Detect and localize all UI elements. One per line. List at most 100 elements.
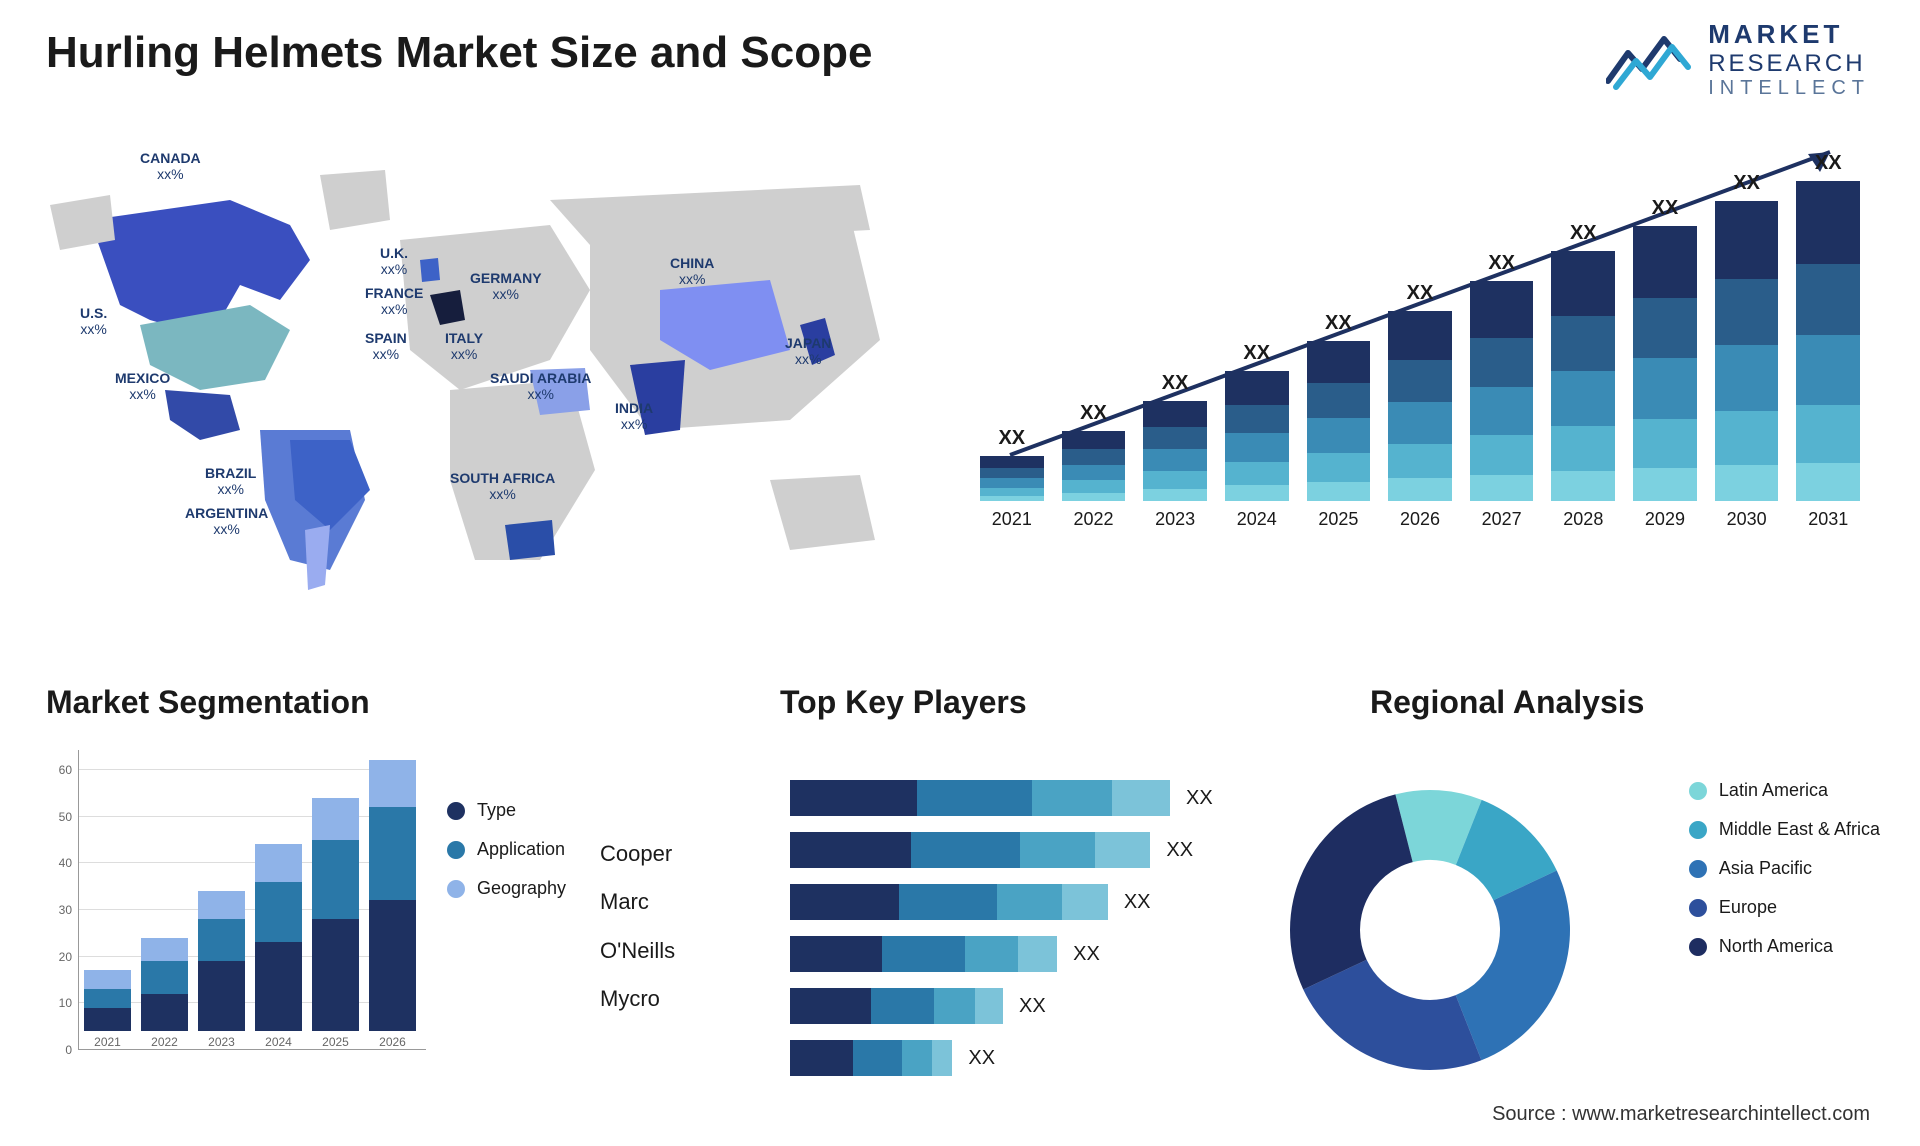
- growth-bar-segment: [1796, 264, 1860, 334]
- growth-year-label: 2025: [1318, 509, 1358, 530]
- logo-icon: [1606, 27, 1696, 93]
- growth-column: XX2031: [1796, 152, 1860, 530]
- source-attribution: Source : www.marketresearchintellect.com: [1492, 1103, 1870, 1126]
- growth-bar-segment: [1796, 405, 1860, 463]
- legend-label: Middle East & Africa: [1719, 819, 1880, 840]
- legend-item: Asia Pacific: [1689, 858, 1880, 879]
- legend-label: Europe: [1719, 897, 1777, 918]
- growth-bar-segment: [980, 488, 1044, 496]
- player-bar-row: XX: [790, 1040, 1240, 1076]
- growth-bar-segment: [980, 468, 1044, 478]
- legend-swatch: [1689, 860, 1707, 878]
- growth-column: XX 2023: [1143, 372, 1207, 530]
- player-bar-segment: [1095, 832, 1150, 868]
- legend-label: Latin America: [1719, 780, 1828, 801]
- logo-text-2: RESEARCH: [1708, 50, 1870, 78]
- seg-bar-segment: [369, 760, 416, 807]
- growth-bar-segment: [1633, 419, 1697, 469]
- legend-label: Type: [477, 800, 516, 821]
- segmentation-title: Market Segmentation: [46, 684, 370, 721]
- legend-swatch: [1689, 821, 1707, 839]
- map-region-safr: [505, 520, 555, 560]
- seg-year-label: 2022: [151, 1035, 178, 1049]
- growth-bar-segment: [980, 456, 1044, 468]
- growth-bar-segment: [1715, 201, 1779, 279]
- seg-bar-segment: [198, 919, 245, 961]
- seg-year-label: 2024: [265, 1035, 292, 1049]
- growth-column: XX2027: [1470, 252, 1534, 530]
- seg-column: 2021: [84, 970, 131, 1049]
- seg-ytick: 40: [46, 856, 72, 870]
- player-bar-segment: [1020, 832, 1095, 868]
- player-value: XX: [1166, 839, 1193, 862]
- player-bar-row: XX: [790, 884, 1240, 920]
- growth-bar-segment: [1225, 371, 1289, 405]
- seg-bar-segment: [255, 942, 302, 1031]
- map-label: MEXICOxx%: [115, 370, 170, 402]
- seg-column: 2025: [312, 798, 359, 1049]
- player-bar-segment: [1062, 884, 1108, 920]
- growth-bar-segment: [1307, 482, 1371, 501]
- growth-year-label: 2028: [1563, 509, 1603, 530]
- player-bar-segment: [790, 988, 871, 1024]
- growth-bar-segment: [1307, 383, 1371, 418]
- growth-bar-segment: [1388, 360, 1452, 402]
- brand-logo: MARKET RESEARCH INTELLECT: [1606, 20, 1870, 100]
- seg-bar-segment: [84, 970, 131, 989]
- seg-ytick: 50: [46, 810, 72, 824]
- growth-bar-segment: [1143, 427, 1207, 449]
- legend-label: North America: [1719, 936, 1833, 957]
- growth-bar-segment: [1388, 311, 1452, 360]
- growth-bar-segment: [1062, 493, 1126, 501]
- growth-bar-segment: [1551, 316, 1615, 371]
- growth-bar-segment: [1633, 358, 1697, 419]
- donut-slice: [1290, 794, 1413, 989]
- seg-bar-segment: [141, 994, 188, 1031]
- segmentation-chart: 0102030405060 202120222023202420252026 T…: [46, 740, 566, 1080]
- map-label: U.K.xx%: [380, 245, 408, 277]
- world-map: CANADAxx%U.S.xx%MEXICOxx%BRAZILxx%ARGENT…: [30, 130, 910, 630]
- growth-year-label: 2023: [1155, 509, 1195, 530]
- player-bar-segment: [911, 832, 1020, 868]
- growth-bar-label: XX: [998, 427, 1025, 450]
- growth-bar-segment: [1551, 426, 1615, 471]
- player-bar-segment: [790, 1040, 853, 1076]
- map-label: INDIAxx%: [615, 400, 653, 432]
- growth-chart: XX2021XX2022XX2023XX2024XX2025XX2026XX20…: [980, 150, 1860, 570]
- growth-bar-segment: [1143, 449, 1207, 471]
- growth-bar-segment: [1062, 431, 1126, 449]
- seg-bar-segment: [312, 840, 359, 919]
- growth-bar-segment: [1388, 444, 1452, 478]
- growth-bar-segment: [1307, 453, 1371, 482]
- player-value: XX: [1186, 787, 1213, 810]
- seg-ytick: 20: [46, 950, 72, 964]
- growth-bar-segment: [1225, 405, 1289, 434]
- seg-year-label: 2025: [322, 1035, 349, 1049]
- legend-swatch: [447, 802, 465, 820]
- growth-bar-label: XX: [1815, 152, 1842, 175]
- growth-bar-segment: [1062, 480, 1126, 493]
- growth-column: XX2030: [1715, 172, 1779, 530]
- map-region-alaska: [50, 195, 115, 250]
- seg-bar-segment: [312, 798, 359, 840]
- growth-bar-segment: [1715, 465, 1779, 501]
- legend-label: Geography: [477, 878, 566, 899]
- player-name: Marc: [600, 878, 675, 926]
- growth-year-label: 2022: [1073, 509, 1113, 530]
- legend-swatch: [447, 880, 465, 898]
- growth-bar-segment: [1633, 468, 1697, 501]
- growth-bar-segment: [1388, 402, 1452, 444]
- growth-bar-label: XX: [1162, 372, 1189, 395]
- map-label: CANADAxx%: [140, 150, 201, 182]
- player-name: Mycro: [600, 975, 675, 1023]
- seg-bar-segment: [84, 989, 131, 1008]
- growth-year-label: 2024: [1237, 509, 1277, 530]
- legend-swatch: [1689, 938, 1707, 956]
- player-name: O'Neills: [600, 927, 675, 975]
- legend-label: Asia Pacific: [1719, 858, 1812, 879]
- growth-column: XX2025: [1307, 312, 1371, 530]
- map-label: ARGENTINAxx%: [185, 505, 268, 537]
- growth-bar-segment: [1796, 463, 1860, 501]
- legend-item: Europe: [1689, 897, 1880, 918]
- growth-bar-segment: [1715, 279, 1779, 345]
